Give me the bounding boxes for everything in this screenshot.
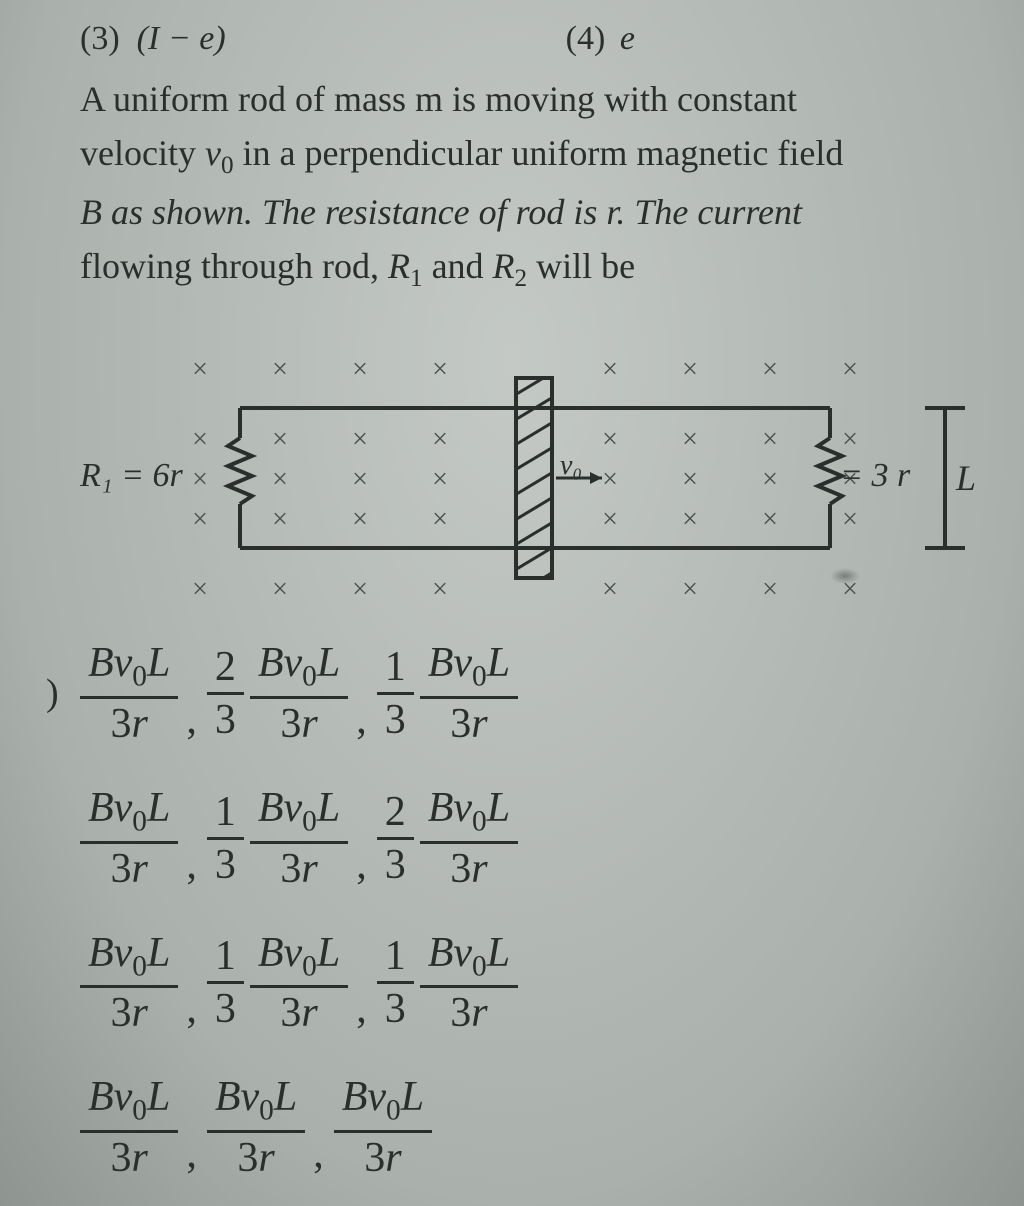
circuit-rails — [228, 408, 842, 548]
answer-option-2: Bv0L3r,13Bv0L3r,23Bv0L3r — [40, 783, 994, 894]
svg-text:×: × — [192, 354, 208, 385]
bvl-over-3r: Bv0L3r — [420, 928, 518, 1039]
option-3-value: (I − e) — [128, 20, 226, 57]
svg-text:×: × — [602, 464, 618, 495]
svg-text:×: × — [682, 574, 698, 605]
q-line2-pre: velocity — [80, 133, 205, 173]
option-4-value: e — [614, 20, 635, 57]
svg-text:×: × — [432, 504, 448, 535]
q-line4-mid: and — [423, 246, 493, 286]
q-line4-pre: flowing through rod, — [80, 246, 388, 286]
option-4-label: (4) — [566, 20, 606, 57]
separator-comma: , — [184, 844, 201, 886]
r1-label: R₁ = 6r — [79, 457, 184, 494]
q-v0-sub: 0 — [221, 152, 234, 179]
previous-question-options: (3) (I − e) (4) e — [40, 20, 994, 58]
q-line2-post: in a perpendicular uniform magnetic fiel… — [234, 133, 844, 173]
coefficient-fraction: 23 — [207, 642, 244, 745]
svg-text:×: × — [192, 504, 208, 535]
q-line4-post: will be — [527, 246, 635, 286]
v0-label: v₀ — [560, 450, 582, 481]
question-text: A uniform rod of mass m is moving with c… — [40, 72, 994, 298]
separator-comma: , — [354, 699, 371, 741]
bvl-over-3r: Bv0L3r — [420, 783, 518, 894]
circuit-diagram: ×××××××××××××××××××××××××××××××××××××××× — [70, 318, 990, 628]
svg-text:×: × — [682, 354, 698, 385]
field-crosses: ×××××××××××××××××××××××××××××××××××××××× — [192, 354, 858, 605]
svg-text:×: × — [602, 424, 618, 455]
separator-comma: , — [311, 1133, 328, 1175]
svg-text:×: × — [762, 464, 778, 495]
svg-text:×: × — [842, 354, 858, 385]
svg-text:×: × — [192, 424, 208, 455]
svg-text:×: × — [352, 464, 368, 495]
answer-option-4: Bv0L3r,Bv0L3r,Bv0L3r — [40, 1072, 994, 1183]
q-v0: v — [205, 133, 221, 173]
separator-comma: , — [354, 988, 371, 1030]
svg-text:×: × — [432, 464, 448, 495]
svg-text:×: × — [352, 354, 368, 385]
svg-text:×: × — [682, 424, 698, 455]
q-R1-sub: 1 — [410, 265, 423, 292]
svg-text:×: × — [272, 424, 288, 455]
coefficient-fraction: 23 — [377, 787, 414, 890]
coefficient-fraction: 13 — [207, 931, 244, 1034]
svg-text:×: × — [272, 504, 288, 535]
svg-text:×: × — [602, 354, 618, 385]
moving-rod — [510, 368, 602, 598]
bvl-over-3r: Bv0L3r — [80, 638, 178, 749]
q-line1: A uniform rod of mass m is moving with c… — [80, 79, 797, 119]
coefficient-fraction: 13 — [207, 787, 244, 890]
bvl-over-3r: Bv0L3r — [250, 928, 348, 1039]
svg-text:×: × — [272, 464, 288, 495]
answer-option-3: Bv0L3r,13Bv0L3r,13Bv0L3r — [40, 928, 994, 1039]
option-3: (3) (I − e) — [80, 20, 226, 58]
svg-text:×: × — [762, 424, 778, 455]
answer-option-1: Bv0L3r,23Bv0L3r,13Bv0L3r — [40, 638, 994, 749]
bvl-over-3r: Bv0L3r — [80, 1072, 178, 1183]
bvl-over-3r: Bv0L3r — [250, 783, 348, 894]
svg-text:×: × — [352, 424, 368, 455]
svg-text:×: × — [272, 354, 288, 385]
svg-text:×: × — [192, 574, 208, 605]
svg-text:×: × — [352, 504, 368, 535]
svg-text:×: × — [842, 424, 858, 455]
svg-text:×: × — [432, 354, 448, 385]
svg-text:×: × — [762, 504, 778, 535]
separator-comma: , — [354, 844, 371, 886]
answer-options: Bv0L3r,23Bv0L3r,13Bv0L3rBv0L3r,13Bv0L3r,… — [40, 638, 994, 1183]
svg-text:×: × — [602, 574, 618, 605]
svg-text:×: × — [272, 574, 288, 605]
svg-text:×: × — [762, 574, 778, 605]
bvl-over-3r: Bv0L3r — [80, 783, 178, 894]
svg-text:×: × — [602, 504, 618, 535]
bvl-over-3r: Bv0L3r — [420, 638, 518, 749]
svg-text:×: × — [682, 504, 698, 535]
L-label: L — [955, 458, 976, 498]
ink-smudge — [830, 568, 860, 584]
q-R2: R — [493, 246, 515, 286]
bvl-over-3r: Bv0L3r — [207, 1072, 305, 1183]
separator-comma: , — [184, 988, 201, 1030]
option-4: (4) e — [566, 20, 635, 58]
svg-text:×: × — [432, 424, 448, 455]
separator-comma: , — [184, 699, 201, 741]
coefficient-fraction: 13 — [377, 642, 414, 745]
bvl-over-3r: Bv0L3r — [250, 638, 348, 749]
svg-text:×: × — [762, 354, 778, 385]
q-R1: R — [388, 246, 410, 286]
r2-label: = 3 r — [840, 457, 911, 494]
coefficient-fraction: 13 — [377, 931, 414, 1034]
bvl-over-3r: Bv0L3r — [80, 928, 178, 1039]
q-line3: B as shown. The resistance of rod is r. … — [80, 192, 802, 232]
option-3-label: (3) — [80, 20, 120, 57]
separator-comma: , — [184, 1133, 201, 1175]
svg-text:×: × — [352, 574, 368, 605]
q-R2-sub: 2 — [515, 265, 528, 292]
svg-text:×: × — [192, 464, 208, 495]
svg-text:×: × — [682, 464, 698, 495]
bvl-over-3r: Bv0L3r — [334, 1072, 432, 1183]
svg-text:×: × — [432, 574, 448, 605]
svg-text:×: × — [842, 504, 858, 535]
